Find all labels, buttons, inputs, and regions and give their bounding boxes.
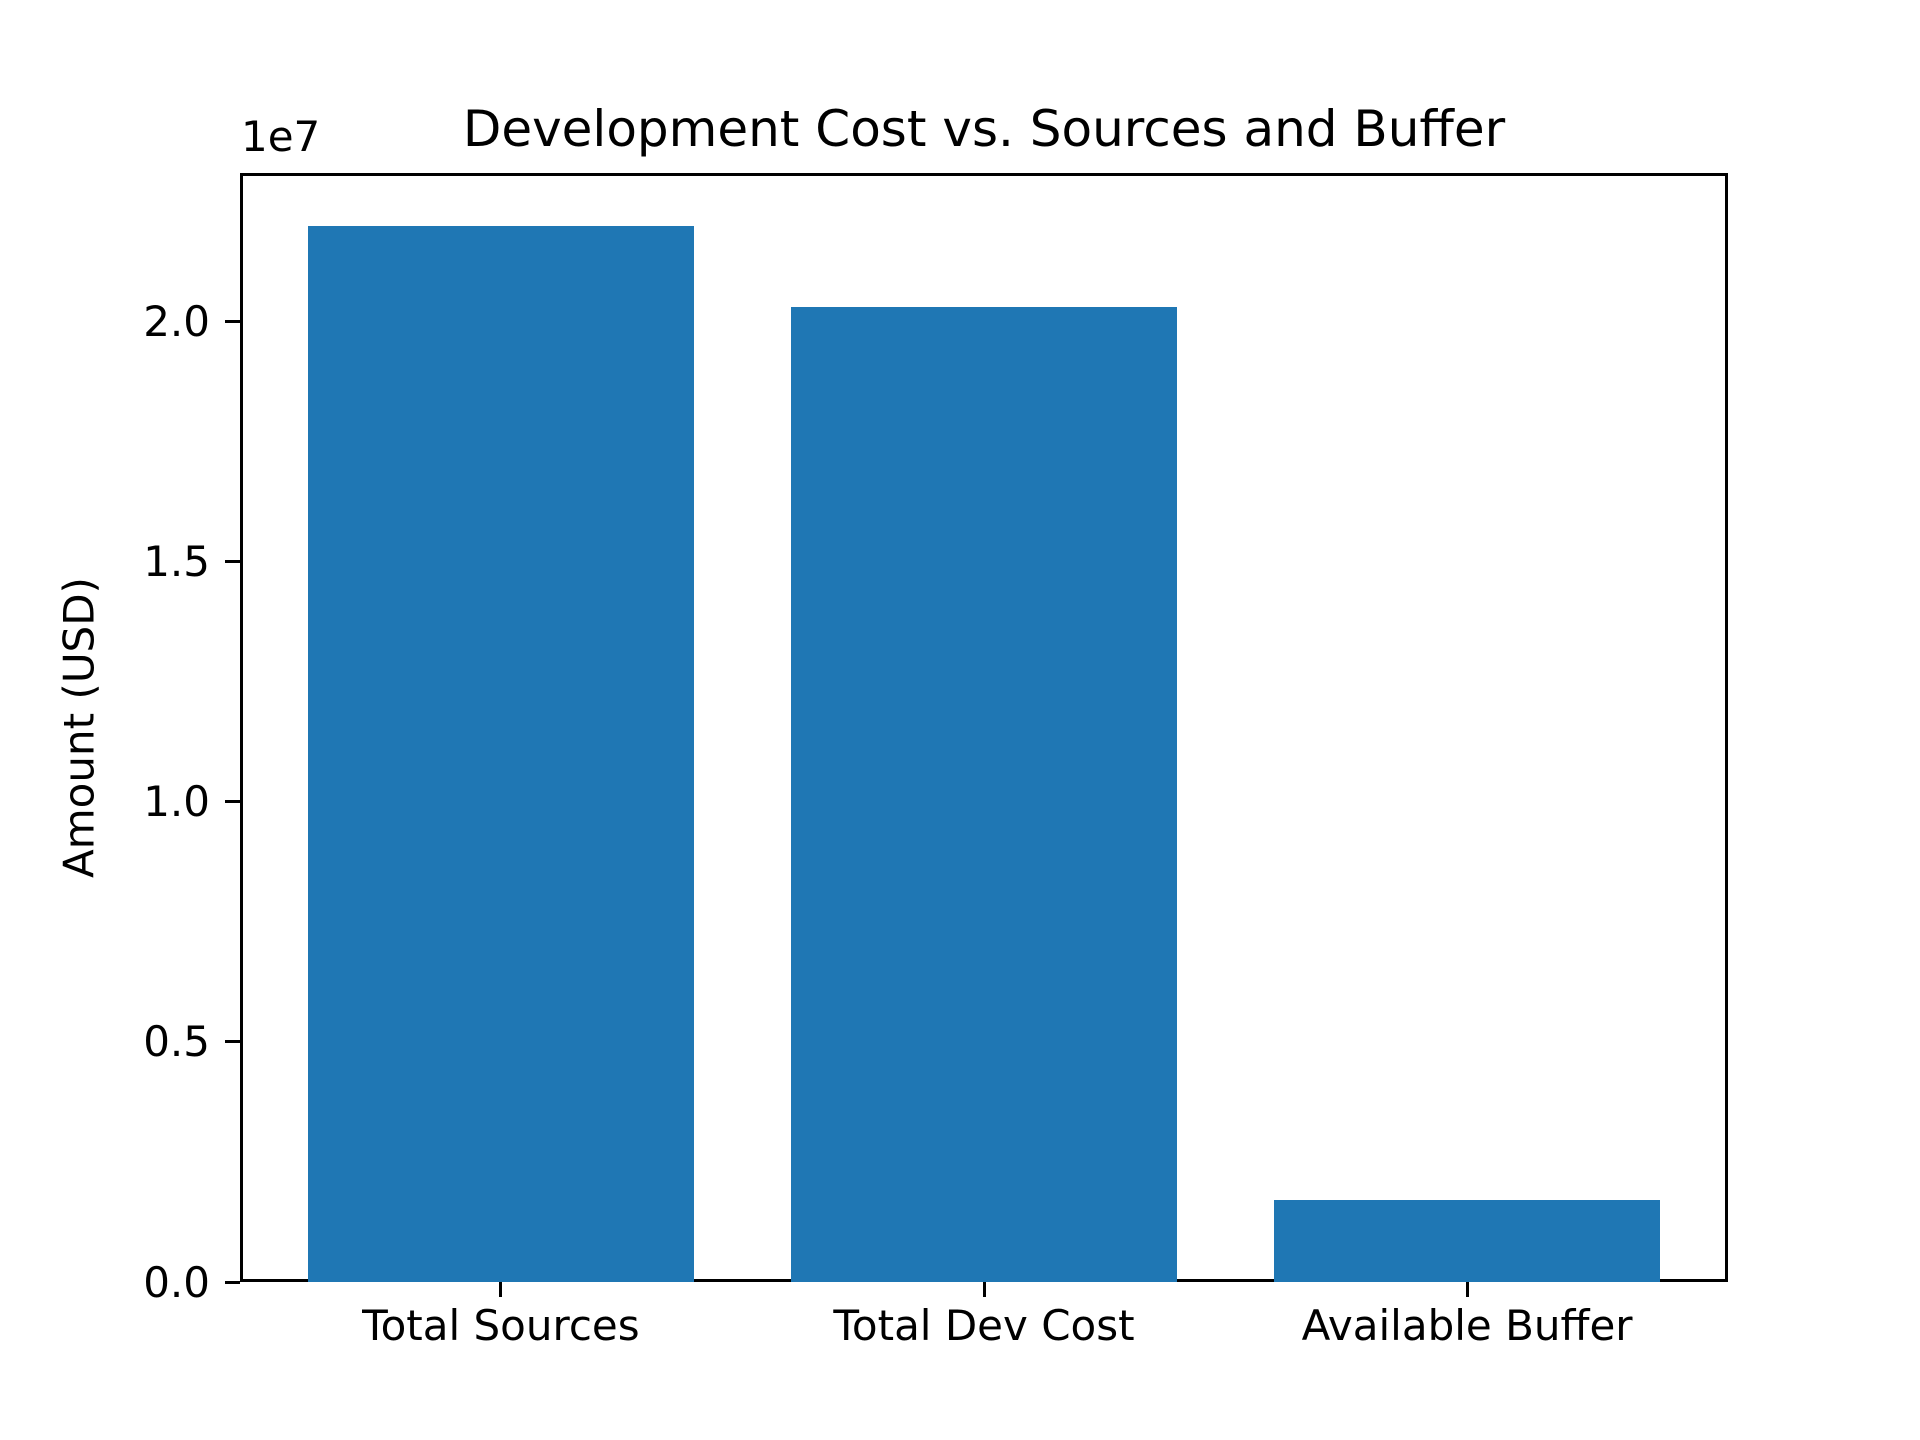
y-tick-label: 0.0 (143, 1257, 210, 1307)
y-tick-label: 1.5 (143, 537, 210, 587)
y-tick-label: 1.0 (143, 777, 210, 827)
bar-total-sources (307, 225, 695, 1282)
chart-title: Development Cost vs. Sources and Buffer (462, 100, 1506, 158)
y-tick-mark (225, 560, 240, 564)
bar-total-dev-cost (790, 307, 1178, 1282)
y-axis-label: Amount (USD) (54, 577, 104, 878)
x-tick-mark (982, 1282, 986, 1297)
y-tick-label: 2.0 (143, 297, 210, 347)
y-axis-offset-text: 1e7 (241, 112, 321, 161)
x-tick-mark (499, 1282, 503, 1297)
bar-available-buffer (1273, 1200, 1661, 1282)
y-tick-mark (225, 320, 240, 324)
y-tick-mark (225, 1280, 240, 1284)
y-tick-mark (225, 1040, 240, 1044)
x-tick-mark (1465, 1282, 1469, 1297)
x-tick-label: Total Dev Cost (833, 1301, 1135, 1350)
y-tick-mark (225, 800, 240, 804)
y-tick-label: 0.5 (143, 1017, 210, 1067)
x-tick-label: Total Sources (362, 1301, 640, 1350)
x-tick-label: Available Buffer (1301, 1301, 1633, 1350)
